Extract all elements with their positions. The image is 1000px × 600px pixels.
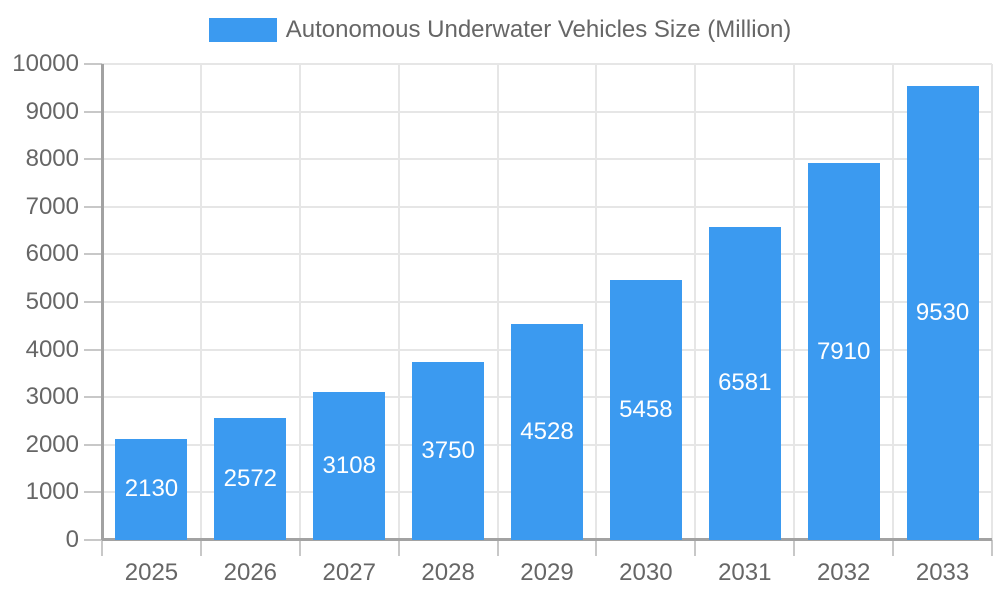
y-axis-tick bbox=[84, 110, 102, 113]
x-axis-tick bbox=[694, 540, 697, 556]
bar-value-label: 2130 bbox=[124, 475, 179, 503]
gridline-vertical bbox=[793, 64, 796, 540]
x-tick-label: 2028 bbox=[421, 559, 475, 586]
x-axis-tick bbox=[199, 540, 202, 556]
gridline-horizontal bbox=[102, 63, 992, 65]
gridline-vertical bbox=[595, 64, 598, 540]
y-axis-tick bbox=[84, 491, 102, 494]
y-axis-tick bbox=[84, 443, 102, 446]
y-axis-tick bbox=[84, 396, 102, 399]
gridline-horizontal bbox=[102, 110, 992, 113]
y-axis-tick bbox=[84, 253, 102, 256]
bar[interactable]: 3108 bbox=[313, 392, 386, 540]
y-axis-line bbox=[101, 64, 104, 540]
x-tick-label: 2025 bbox=[124, 559, 179, 586]
x-tick-label: 2027 bbox=[322, 559, 376, 586]
plot-area: 0 1000 2000 3000 4000 5000 6000 7000 8000 9000 100… bbox=[12, 52, 993, 585]
legend-label: Autonomous Underwater Vehicles Size (Mil… bbox=[285, 16, 792, 43]
bar-value-label: 3750 bbox=[421, 436, 475, 464]
y-axis-tick bbox=[84, 158, 102, 161]
bar-value-label: 5458 bbox=[619, 396, 673, 424]
y-tick-label: 2000 bbox=[25, 430, 79, 458]
x-axis-tick bbox=[496, 540, 499, 556]
bar-value-label: 4528 bbox=[520, 418, 574, 446]
bar-value-label: 2572 bbox=[223, 464, 278, 492]
bar-value-label: 3108 bbox=[322, 452, 376, 480]
gridline-horizontal bbox=[102, 253, 992, 256]
y-tick-label: 7000 bbox=[25, 192, 79, 220]
bar[interactable]: 9530 bbox=[906, 86, 979, 540]
x-axis-tick bbox=[298, 540, 301, 556]
bar[interactable]: 3750 bbox=[412, 361, 485, 540]
gridline-vertical bbox=[892, 64, 895, 540]
gridline-vertical bbox=[199, 64, 202, 540]
y-axis-tick bbox=[84, 301, 102, 303]
bar[interactable]: 4528 bbox=[511, 324, 583, 540]
bar[interactable]: 6581 bbox=[708, 226, 781, 540]
x-tick-label: 2029 bbox=[520, 559, 574, 586]
y-axis-tick bbox=[84, 539, 102, 541]
y-axis-tick bbox=[84, 205, 102, 208]
x-tick-label: 2031 bbox=[718, 559, 772, 586]
y-axis-tick bbox=[84, 63, 102, 65]
gridline-horizontal bbox=[102, 301, 992, 303]
gridline-vertical bbox=[397, 64, 400, 540]
gridline-vertical bbox=[496, 64, 499, 540]
gridline-vertical bbox=[298, 64, 301, 540]
x-axis-tick bbox=[595, 540, 598, 556]
x-axis-tick bbox=[892, 540, 895, 556]
bar[interactable]: 7910 bbox=[807, 163, 880, 540]
bar-value-label: 7910 bbox=[816, 337, 871, 365]
bar[interactable]: 2130 bbox=[115, 438, 188, 540]
x-tick-label: 2033 bbox=[915, 559, 970, 586]
bar-value-label: 9530 bbox=[915, 299, 970, 327]
y-tick-label: 6000 bbox=[25, 240, 79, 268]
y-tick-label: 5000 bbox=[25, 288, 79, 315]
gridline-horizontal bbox=[102, 205, 992, 208]
y-tick-label: 10000 bbox=[12, 50, 79, 77]
x-axis-tick bbox=[991, 540, 993, 556]
legend-item[interactable]: Autonomous Underwater Vehicles Size (Mil… bbox=[0, 16, 1000, 44]
gridline-vertical bbox=[694, 64, 697, 540]
bar-value-label: 6581 bbox=[718, 369, 772, 397]
y-tick-label: 4000 bbox=[25, 335, 79, 363]
x-tick-label: 2030 bbox=[619, 559, 673, 586]
legend-swatch-icon bbox=[208, 18, 277, 42]
x-tick-label: 2026 bbox=[223, 559, 278, 586]
y-tick-label: 0 bbox=[65, 526, 79, 553]
y-tick-label: 1000 bbox=[25, 478, 79, 506]
x-tick-label: 2032 bbox=[816, 559, 871, 586]
bar[interactable]: 5458 bbox=[609, 280, 682, 540]
y-tick-label: 3000 bbox=[25, 383, 79, 411]
x-axis-tick bbox=[397, 540, 400, 556]
bar[interactable]: 2572 bbox=[214, 417, 287, 540]
y-tick-label: 8000 bbox=[25, 145, 79, 173]
gridline-horizontal bbox=[102, 158, 992, 161]
x-axis-tick bbox=[793, 540, 796, 556]
gridline-vertical bbox=[991, 64, 993, 540]
y-axis-tick bbox=[84, 348, 102, 351]
x-axis-tick bbox=[101, 540, 103, 556]
y-tick-label: 9000 bbox=[25, 97, 79, 125]
